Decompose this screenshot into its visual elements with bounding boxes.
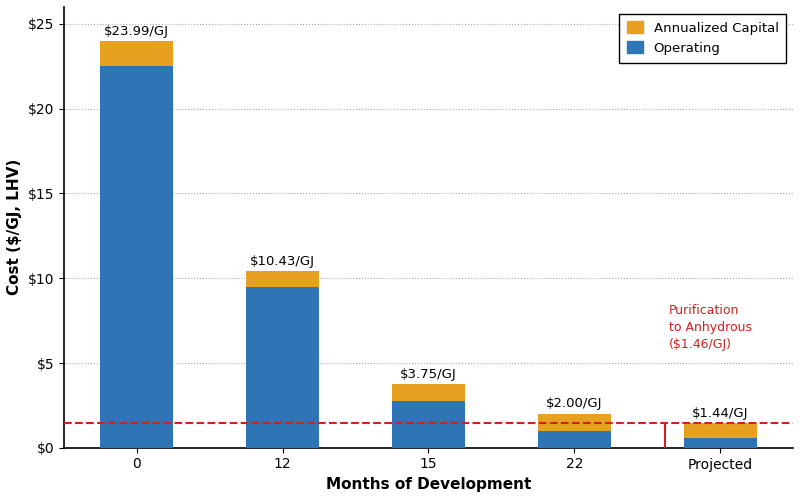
Text: Purification
to Anhydrous
($1.46/GJ): Purification to Anhydrous ($1.46/GJ) <box>669 304 752 351</box>
Bar <box>392 401 465 448</box>
Text: $1.44/GJ: $1.44/GJ <box>692 407 748 420</box>
Bar <box>684 439 757 448</box>
Bar <box>392 384 465 401</box>
Bar <box>538 414 610 431</box>
Bar <box>684 423 757 439</box>
X-axis label: Months of Development: Months of Development <box>326 477 531 492</box>
Text: $2.00/GJ: $2.00/GJ <box>546 398 602 411</box>
Y-axis label: Cost ($/GJ, LHV): Cost ($/GJ, LHV) <box>7 159 22 295</box>
Text: $23.99/GJ: $23.99/GJ <box>104 24 169 37</box>
Bar <box>246 287 319 448</box>
Text: $10.43/GJ: $10.43/GJ <box>250 254 315 267</box>
Text: $3.75/GJ: $3.75/GJ <box>400 368 457 381</box>
Bar <box>538 431 610 448</box>
Bar <box>100 66 173 448</box>
Legend: Annualized Capital, Operating: Annualized Capital, Operating <box>619 13 786 63</box>
Bar <box>246 271 319 287</box>
Bar <box>100 41 173 66</box>
